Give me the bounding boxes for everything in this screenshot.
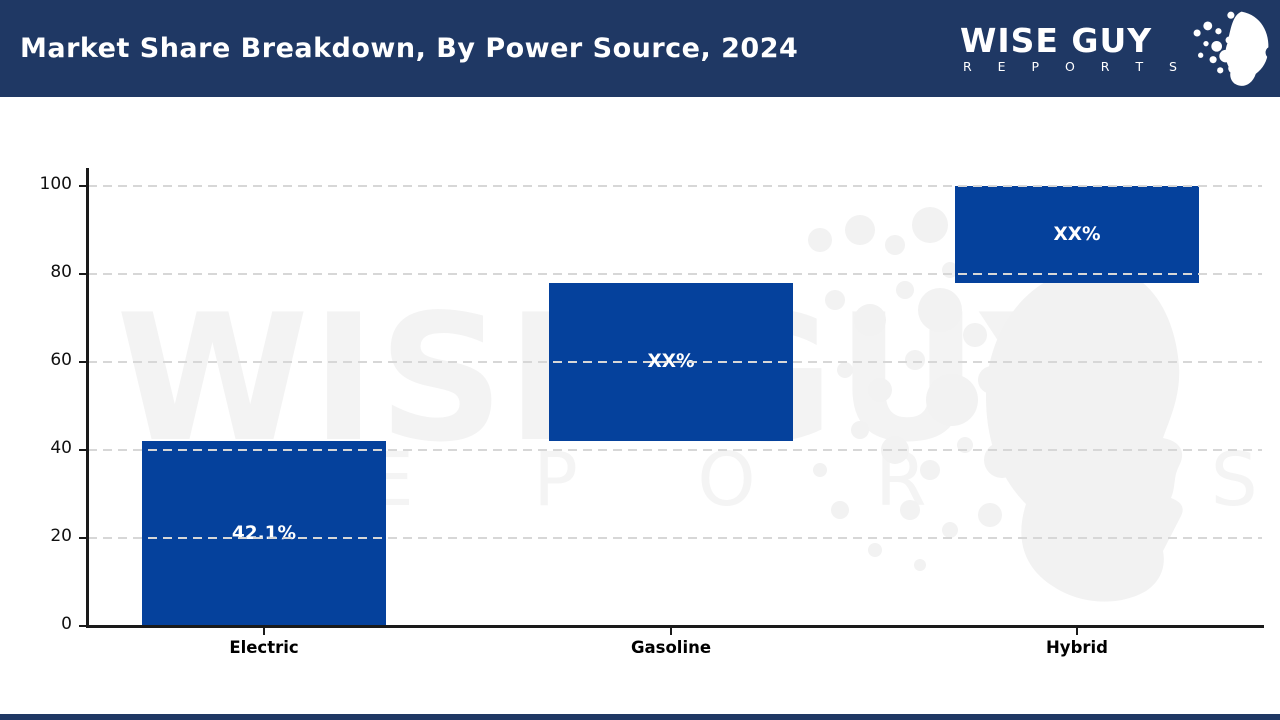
logo-wordmark: WISE GUY [959,20,1153,60]
gridline [88,449,1262,451]
bar-electric: 42.1% [142,440,386,626]
bar-value-label: XX% [1053,223,1101,245]
y-axis-tick-label: 40 [50,438,72,458]
x-axis-category-label: Electric [229,638,299,657]
logo-subtitle: R E P O R T S [962,58,1188,74]
x-axis-category-label: Gasoline [630,638,712,657]
logo-head-icon [1193,11,1270,86]
y-axis-tick-mark [79,273,88,275]
y-axis-tick-label: 100 [39,174,72,194]
y-axis-tick-mark [79,361,88,363]
bar-value-label: 42.1% [231,522,297,544]
gridline [88,361,1262,363]
y-axis-tick-mark [79,625,88,627]
header: Market Share Breakdown, By Power Source,… [0,0,1280,97]
page-title: Market Share Breakdown, By Power Source,… [20,33,799,64]
gridline [88,273,1262,275]
logo-text: WISE GUY R E P O R T S [960,24,1188,74]
y-axis-tick-label: 20 [50,526,72,546]
gridline [88,185,1262,187]
footer-bar [0,714,1280,720]
gridline [88,537,1262,539]
bar-hybrid: XX% [955,186,1199,283]
y-axis-tick-mark [79,185,88,187]
y-axis-tick-mark [79,449,88,451]
y-axis-tick-mark [79,537,88,539]
y-axis-tick-label: 60 [50,350,72,370]
wise-guy-reports-logo: WISE GUY R E P O R T S [960,6,1270,92]
x-axis-tick-mark [670,627,672,635]
y-axis-line [86,168,89,628]
x-axis-line [86,625,1264,628]
y-axis-tick-label: 0 [61,614,72,634]
x-axis-category-label: Hybrid [1046,638,1108,657]
y-axis-tick-label: 80 [50,262,72,282]
x-axis-tick-mark [263,627,265,635]
x-axis-tick-mark [1076,627,1078,635]
